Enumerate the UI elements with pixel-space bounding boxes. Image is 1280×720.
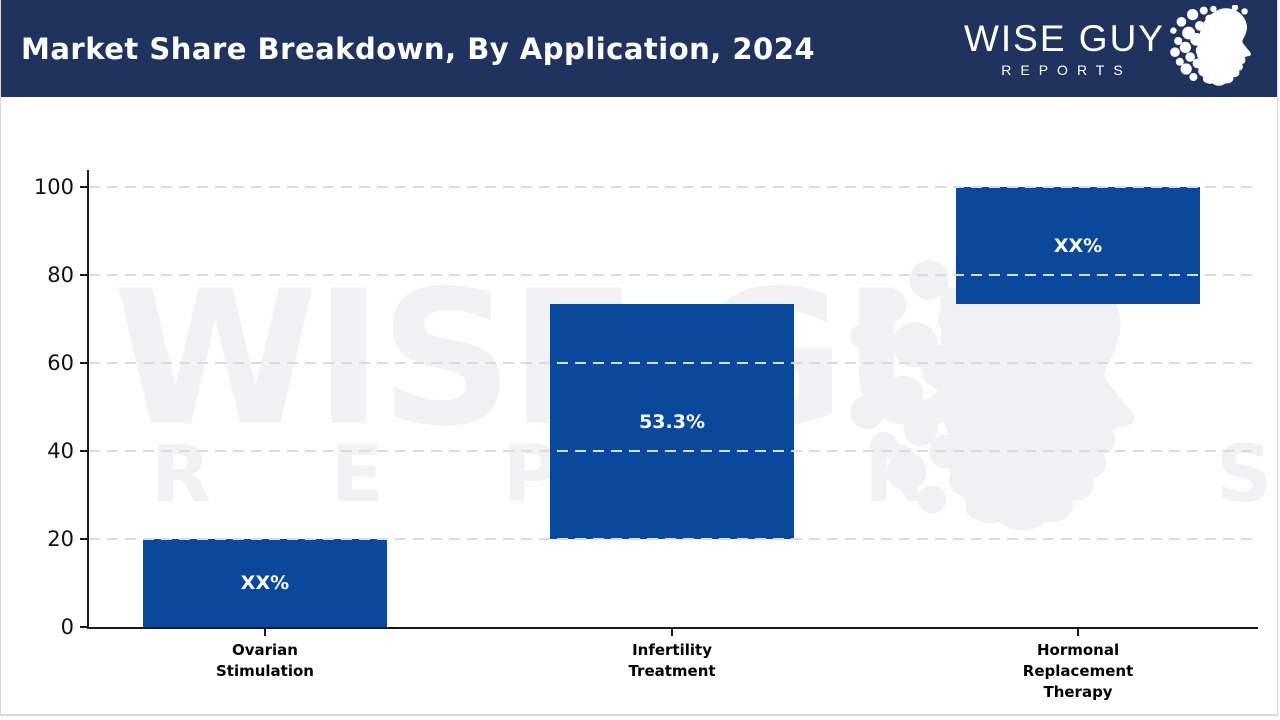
bar-value-label: XX% <box>1053 234 1103 257</box>
logo-subtitle: REPORTS <box>1001 62 1132 78</box>
logo-wordmark: WISE GUY <box>963 18 1165 59</box>
x-tick-0 <box>263 629 266 636</box>
category-label-ovarian-stimulation: Ovarian Stimulation <box>215 641 314 680</box>
gridline-20 <box>89 538 1256 540</box>
y-tick-20 <box>80 538 88 540</box>
bar-ovarian-stimulation: XX% <box>142 539 387 627</box>
y-tick-label-60: 60 <box>47 351 74 375</box>
category-label-infertility-treatment: Infertility Treatment <box>628 641 716 680</box>
category-label-hormonal-replacement-therapy: Hormonal Replacement Therapy <box>1022 641 1134 701</box>
y-tick-label-0: 0 <box>60 615 74 639</box>
gridline-100 <box>89 186 1256 188</box>
y-tick-label-100: 100 <box>33 175 74 199</box>
y-tick-0 <box>80 626 88 628</box>
gridline-60 <box>89 362 1256 364</box>
bar-infertility-treatment: 53.3% <box>550 304 795 539</box>
wise-guy-reports-logo: WISE GUY REPORTS <box>964 5 1263 93</box>
y-tick-60 <box>80 362 88 364</box>
x-axis-line <box>87 627 1258 629</box>
y-tick-label-80: 80 <box>47 263 74 287</box>
y-tick-label-40: 40 <box>47 439 74 463</box>
bar-value-label: XX% <box>240 572 290 594</box>
y-tick-100 <box>80 186 88 188</box>
y-tick-40 <box>80 450 88 452</box>
page-title: Market Share Breakdown, By Application, … <box>21 31 816 66</box>
x-tick-2 <box>1077 629 1080 636</box>
bar-value-label: 53.3% <box>639 410 705 433</box>
logo-text: WISE GUY REPORTS <box>964 20 1165 77</box>
gridline-80 <box>89 274 1256 276</box>
header-bar: Market Share Breakdown, By Application, … <box>1 0 1277 97</box>
bar-hormonal-replacement-therapy: XX% <box>956 187 1201 305</box>
x-tick-1 <box>671 629 674 636</box>
logo-face-icon <box>1167 5 1263 93</box>
plot-area: XX% 53.3% XX% <box>89 186 1256 627</box>
gridline-40 <box>89 450 1256 452</box>
y-tick-label-20: 20 <box>47 527 74 551</box>
y-axis-line <box>87 170 89 628</box>
y-tick-80 <box>80 274 88 276</box>
